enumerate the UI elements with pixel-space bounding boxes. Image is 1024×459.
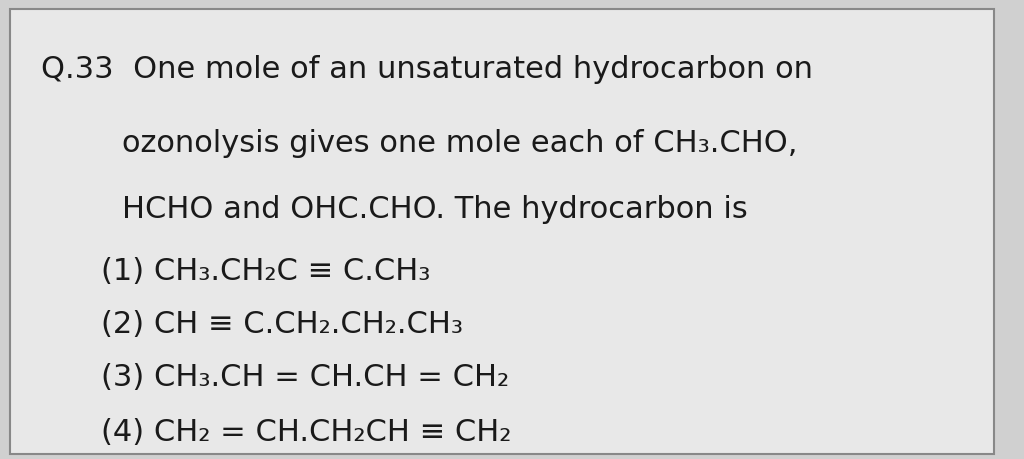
Text: (2) CH ≡ C.CH₂.CH₂.CH₃: (2) CH ≡ C.CH₂.CH₂.CH₃ [101, 310, 464, 339]
Text: HCHO and OHC.CHO. The hydrocarbon is: HCHO and OHC.CHO. The hydrocarbon is [122, 195, 748, 224]
Text: ozonolysis gives one mole each of CH₃.CHO,: ozonolysis gives one mole each of CH₃.CH… [122, 129, 797, 157]
Text: (4) CH₂ = CH.CH₂CH ≡ CH₂: (4) CH₂ = CH.CH₂CH ≡ CH₂ [101, 418, 512, 447]
FancyBboxPatch shape [10, 9, 993, 454]
Text: Q.33  One mole of an unsaturated hydrocarbon on: Q.33 One mole of an unsaturated hydrocar… [41, 55, 813, 84]
Text: (3) CH₃.CH = CH.CH = CH₂: (3) CH₃.CH = CH.CH = CH₂ [101, 363, 510, 392]
Text: (1) CH₃.CH₂C ≡ C.CH₃: (1) CH₃.CH₂C ≡ C.CH₃ [101, 257, 431, 286]
